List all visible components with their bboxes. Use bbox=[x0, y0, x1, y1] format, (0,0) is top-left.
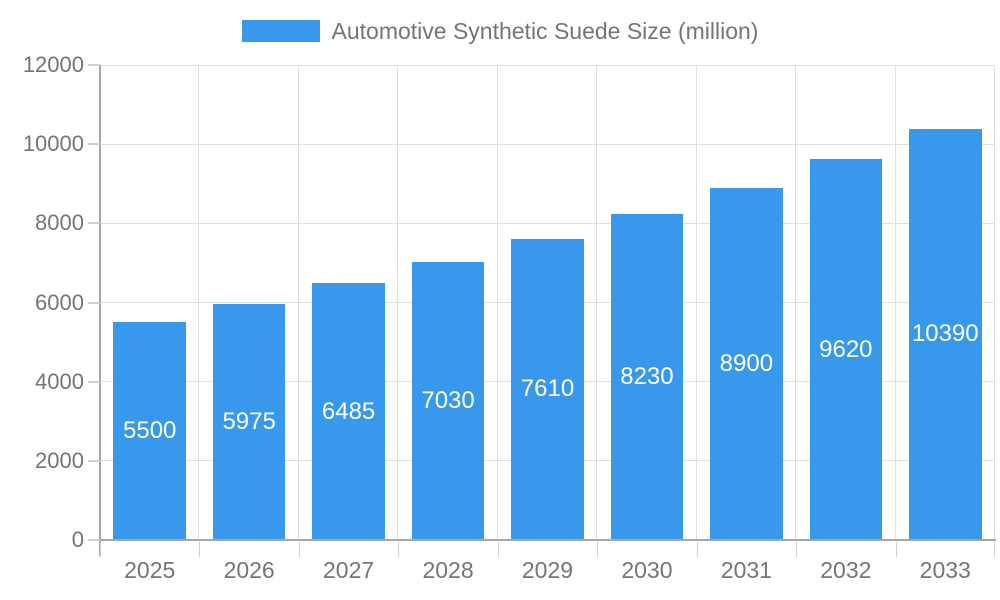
bar-slot-2025: 5500 bbox=[100, 65, 199, 540]
bar-2029[interactable]: 7610 bbox=[511, 238, 584, 540]
x-tick-label-2030: 2030 bbox=[621, 557, 673, 583]
y-tick-label: 6000 bbox=[35, 289, 84, 315]
y-axis-tick bbox=[88, 380, 100, 383]
bar-2031[interactable]: 8900 bbox=[710, 187, 783, 540]
bar-slot-2026: 5975 bbox=[199, 65, 298, 540]
y-axis-tick bbox=[88, 143, 100, 146]
bar-2028[interactable]: 7030 bbox=[411, 261, 485, 540]
x-axis-tick bbox=[199, 542, 201, 557]
x-axis-tick bbox=[796, 542, 798, 557]
legend-label: Automotive Synthetic Suede Size (million… bbox=[331, 17, 759, 44]
bar-slot-2032: 9620 bbox=[796, 65, 895, 540]
x-axis-tick bbox=[895, 542, 897, 557]
bar-value-label: 8900 bbox=[719, 349, 774, 377]
y-tick-label: 12000 bbox=[22, 52, 84, 77]
x-gridline bbox=[297, 65, 299, 540]
bar-slot-2027: 6485 bbox=[299, 65, 398, 540]
x-tick-label-2028: 2028 bbox=[422, 557, 474, 583]
x-tick-label-2026: 2026 bbox=[223, 557, 275, 583]
bar-value-label: 9620 bbox=[819, 335, 873, 363]
bar-slot-2028: 7030 bbox=[398, 65, 497, 540]
bar-2026[interactable]: 5975 bbox=[212, 303, 286, 540]
bar-value-label: 7030 bbox=[421, 386, 475, 414]
y-tick-label: 2000 bbox=[35, 447, 84, 473]
bar-value-label: 5500 bbox=[123, 417, 177, 445]
bar-value-label: 10390 bbox=[911, 320, 979, 348]
bar-value-label: 5975 bbox=[222, 407, 276, 435]
bar-slot-2030: 8230 bbox=[597, 65, 696, 540]
x-tick-label-2027: 2027 bbox=[323, 557, 375, 583]
x-gridline bbox=[894, 65, 896, 540]
chart-legend: Automotive Synthetic Suede Size (million… bbox=[0, 16, 1000, 46]
x-gridline bbox=[795, 65, 797, 540]
x-gridline bbox=[994, 65, 995, 540]
y-gridline bbox=[100, 64, 995, 66]
bar-value-label: 6485 bbox=[321, 397, 376, 425]
bar-2027[interactable]: 6485 bbox=[312, 283, 385, 540]
bar-value-label: 7610 bbox=[520, 375, 575, 403]
y-tick-label: 8000 bbox=[35, 210, 84, 236]
bar-slot-2031: 8900 bbox=[697, 65, 796, 540]
x-gridline bbox=[496, 65, 498, 540]
plot-area: 5500 5975 6485 7030 7610 8230 8900 9620 10390 bbox=[100, 64, 995, 540]
x-axis-tick bbox=[398, 542, 400, 557]
bar-value-label: 8230 bbox=[620, 363, 674, 391]
x-gridline bbox=[695, 65, 697, 540]
x-tick-label-2025: 2025 bbox=[124, 557, 176, 583]
x-gridline bbox=[596, 65, 598, 540]
bar-slot-2029: 7610 bbox=[498, 65, 597, 540]
x-tick-label-2032: 2032 bbox=[820, 557, 872, 583]
x-gridline bbox=[198, 65, 200, 540]
y-tick-label: 4000 bbox=[35, 368, 84, 394]
y-gridline bbox=[100, 222, 995, 224]
legend-swatch-icon bbox=[241, 20, 320, 42]
x-gridline bbox=[397, 65, 399, 540]
bar-2030[interactable]: 8230 bbox=[610, 214, 684, 540]
y-tick-label: 10000 bbox=[22, 131, 84, 157]
x-tick-label-2031: 2031 bbox=[720, 557, 772, 583]
y-axis-tick bbox=[88, 64, 100, 66]
y-axis-tick bbox=[88, 222, 100, 225]
x-axis-line bbox=[99, 539, 996, 541]
bar-2032[interactable]: 9620 bbox=[809, 159, 883, 540]
y-gridline bbox=[100, 143, 995, 145]
bar-slot-2033: 10390 bbox=[896, 65, 995, 540]
x-axis-tick bbox=[100, 542, 101, 557]
y-axis-tick bbox=[88, 539, 100, 541]
bar-2025[interactable]: 5500 bbox=[113, 322, 186, 540]
x-tick-label-2029: 2029 bbox=[521, 557, 574, 583]
x-axis-tick bbox=[696, 542, 698, 557]
x-axis-tick bbox=[994, 542, 995, 557]
y-axis-line bbox=[99, 65, 101, 556]
y-axis-tick bbox=[88, 459, 100, 462]
x-axis-tick bbox=[497, 542, 499, 557]
y-axis-tick bbox=[88, 301, 100, 304]
bar-2033[interactable]: 10390 bbox=[908, 128, 982, 540]
x-tick-label-2033: 2033 bbox=[919, 557, 971, 583]
y-tick-label: 0 bbox=[71, 527, 84, 552]
x-axis-tick bbox=[298, 542, 300, 557]
x-axis-tick bbox=[597, 542, 599, 557]
